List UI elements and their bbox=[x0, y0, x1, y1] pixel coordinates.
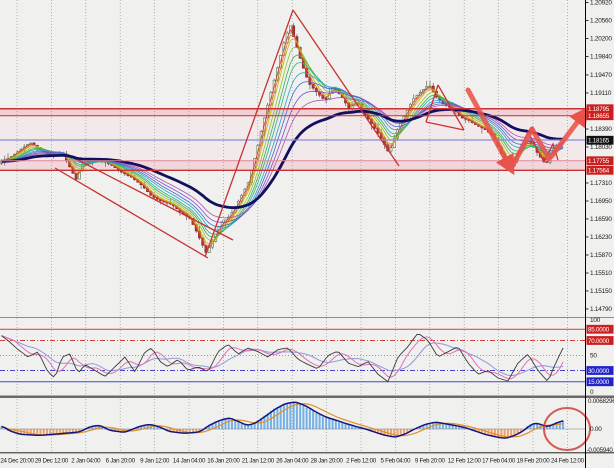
svg-text:1.18795: 1.18795 bbox=[588, 106, 610, 113]
svg-text:1.15150: 1.15150 bbox=[590, 288, 612, 295]
horizontal-lines[interactable] bbox=[0, 108, 585, 172]
svg-text:12 Feb 12:00: 12 Feb 12:00 bbox=[448, 458, 482, 465]
svg-text:-0.005940: -0.005940 bbox=[587, 447, 614, 454]
svg-text:1.19470: 1.19470 bbox=[590, 72, 612, 79]
svg-text:16 Jan 20:00: 16 Jan 20:00 bbox=[207, 458, 240, 465]
svg-text:14 Jan 04:00: 14 Jan 04:00 bbox=[173, 458, 206, 465]
svg-text:1.18655: 1.18655 bbox=[588, 113, 610, 120]
direction-arrows[interactable] bbox=[465, 87, 590, 176]
axis-badge bbox=[586, 377, 614, 387]
macd-highlight-ellipse[interactable] bbox=[543, 407, 591, 451]
svg-text:1.14790: 1.14790 bbox=[590, 306, 612, 313]
svg-text:24 Dec 20:00: 24 Dec 20:00 bbox=[0, 458, 34, 465]
svg-text:2 Jan 04:00: 2 Jan 04:00 bbox=[71, 458, 101, 465]
svg-text:1.18390: 1.18390 bbox=[590, 126, 612, 133]
time-axis[interactable]: 24 Dec 20:00 29 Dec 12:00 2 Jan 04:00 6 Jan… bbox=[0, 458, 585, 465]
svg-text:1.19110: 1.19110 bbox=[590, 90, 612, 97]
svg-text:1.20560: 1.20560 bbox=[590, 18, 612, 25]
oscillator-lines bbox=[1, 333, 564, 383]
svg-text:1.15870: 1.15870 bbox=[590, 252, 612, 259]
axis-badge bbox=[586, 111, 614, 121]
svg-text:28 Jan 20:00: 28 Jan 20:00 bbox=[311, 458, 344, 465]
axis-badge bbox=[586, 324, 614, 334]
svg-text:26 Jan 04:00: 26 Jan 04:00 bbox=[276, 458, 309, 465]
svg-text:1.16590: 1.16590 bbox=[590, 216, 612, 223]
axis-badge bbox=[586, 165, 614, 175]
svg-text:70.0000: 70.0000 bbox=[588, 338, 610, 345]
axis-badge bbox=[586, 336, 614, 345]
panel-dividers bbox=[0, 317, 614, 454]
trendline-annotations[interactable] bbox=[54, 9, 559, 259]
price-axis[interactable]: 1.20920 1.20560 1.20200 1.19840 1.19470 1.191… bbox=[585, 0, 614, 468]
svg-text:9 Feb 20:00: 9 Feb 20:00 bbox=[415, 458, 446, 465]
svg-text:6 Jan 20:00: 6 Jan 20:00 bbox=[106, 458, 136, 465]
svg-text:29 Dec 12:00: 29 Dec 12:00 bbox=[35, 458, 69, 465]
svg-text:0: 0 bbox=[590, 389, 594, 396]
svg-text:15.0000: 15.0000 bbox=[588, 379, 610, 386]
svg-text:21 Jan 12:00: 21 Jan 12:00 bbox=[242, 458, 275, 465]
svg-text:1.17564: 1.17564 bbox=[588, 168, 610, 175]
svg-text:17 Feb 04:00: 17 Feb 04:00 bbox=[482, 458, 516, 465]
svg-text:1.17755: 1.17755 bbox=[588, 158, 610, 165]
axis-badge bbox=[586, 104, 614, 114]
svg-text:9 Jan 12:00: 9 Jan 12:00 bbox=[140, 458, 170, 465]
axis-badge bbox=[586, 135, 614, 145]
oscillator-panel[interactable] bbox=[0, 328, 585, 383]
svg-text:1.15510: 1.15510 bbox=[590, 270, 612, 277]
svg-text:1.16950: 1.16950 bbox=[590, 198, 612, 205]
svg-text:1.20920: 1.20920 bbox=[590, 0, 612, 7]
axis-badge bbox=[586, 366, 614, 375]
svg-text:0.0068296: 0.0068296 bbox=[588, 398, 614, 405]
ema-ribbon bbox=[1, 29, 564, 250]
svg-text:1.18030: 1.18030 bbox=[590, 144, 612, 151]
svg-text:1.20200: 1.20200 bbox=[590, 36, 612, 43]
svg-text:5 Feb 04:00: 5 Feb 04:00 bbox=[381, 458, 412, 465]
svg-text:19 Feb 20:00: 19 Feb 20:00 bbox=[517, 458, 551, 465]
svg-text:1.16230: 1.16230 bbox=[590, 234, 612, 241]
macd-panel[interactable] bbox=[0, 401, 585, 439]
svg-text:30.0000: 30.0000 bbox=[588, 368, 610, 375]
svg-text:85.0000: 85.0000 bbox=[588, 327, 610, 334]
svg-text:50: 50 bbox=[590, 353, 597, 360]
svg-text:1.17310: 1.17310 bbox=[590, 180, 612, 187]
svg-text:2 Feb 12:00: 2 Feb 12:00 bbox=[346, 458, 377, 465]
svg-text:1.18165: 1.18165 bbox=[588, 138, 610, 145]
axis-badge bbox=[586, 156, 614, 166]
svg-text:1.19840: 1.19840 bbox=[590, 54, 612, 61]
svg-text:24 Feb 12:00: 24 Feb 12:00 bbox=[551, 458, 585, 465]
svg-text:100: 100 bbox=[590, 317, 601, 324]
svg-text:0.00: 0.00 bbox=[590, 426, 602, 433]
